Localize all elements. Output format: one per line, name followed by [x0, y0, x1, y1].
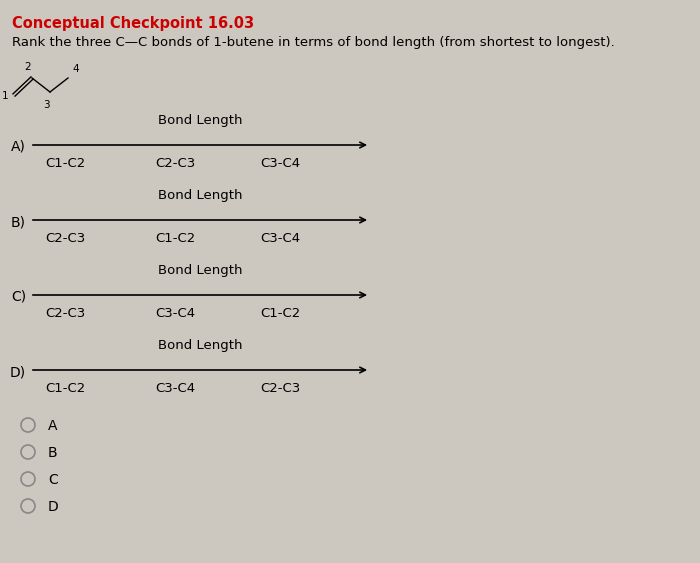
- Text: Bond Length: Bond Length: [158, 264, 242, 277]
- Text: D): D): [10, 365, 26, 379]
- Text: Rank the three C—C bonds of 1-butene in terms of bond length (from shortest to l: Rank the three C—C bonds of 1-butene in …: [12, 36, 615, 49]
- Text: C1-C2: C1-C2: [45, 382, 85, 395]
- Text: 4: 4: [72, 64, 78, 74]
- Text: C: C: [48, 473, 57, 487]
- Text: C2-C3: C2-C3: [260, 382, 300, 395]
- Text: D: D: [48, 500, 59, 514]
- Text: C1-C2: C1-C2: [45, 157, 85, 170]
- Text: C1-C2: C1-C2: [155, 232, 195, 245]
- Text: C3-C4: C3-C4: [260, 157, 300, 170]
- Text: C2-C3: C2-C3: [45, 307, 85, 320]
- Text: 3: 3: [43, 100, 49, 110]
- Text: C2-C3: C2-C3: [155, 157, 195, 170]
- Text: Bond Length: Bond Length: [158, 339, 242, 352]
- Text: 1: 1: [1, 91, 8, 101]
- Text: Conceptual Checkpoint 16.03: Conceptual Checkpoint 16.03: [12, 16, 254, 31]
- Text: A: A: [48, 419, 57, 433]
- Text: B: B: [48, 446, 57, 460]
- Text: C3-C4: C3-C4: [155, 307, 195, 320]
- Text: 2: 2: [25, 62, 32, 72]
- Text: C): C): [11, 290, 26, 304]
- Text: B): B): [11, 215, 26, 229]
- Text: C2-C3: C2-C3: [45, 232, 85, 245]
- Text: Bond Length: Bond Length: [158, 114, 242, 127]
- Text: C3-C4: C3-C4: [260, 232, 300, 245]
- Text: Bond Length: Bond Length: [158, 189, 242, 202]
- Text: A): A): [11, 140, 26, 154]
- Text: C1-C2: C1-C2: [260, 307, 300, 320]
- Text: C3-C4: C3-C4: [155, 382, 195, 395]
